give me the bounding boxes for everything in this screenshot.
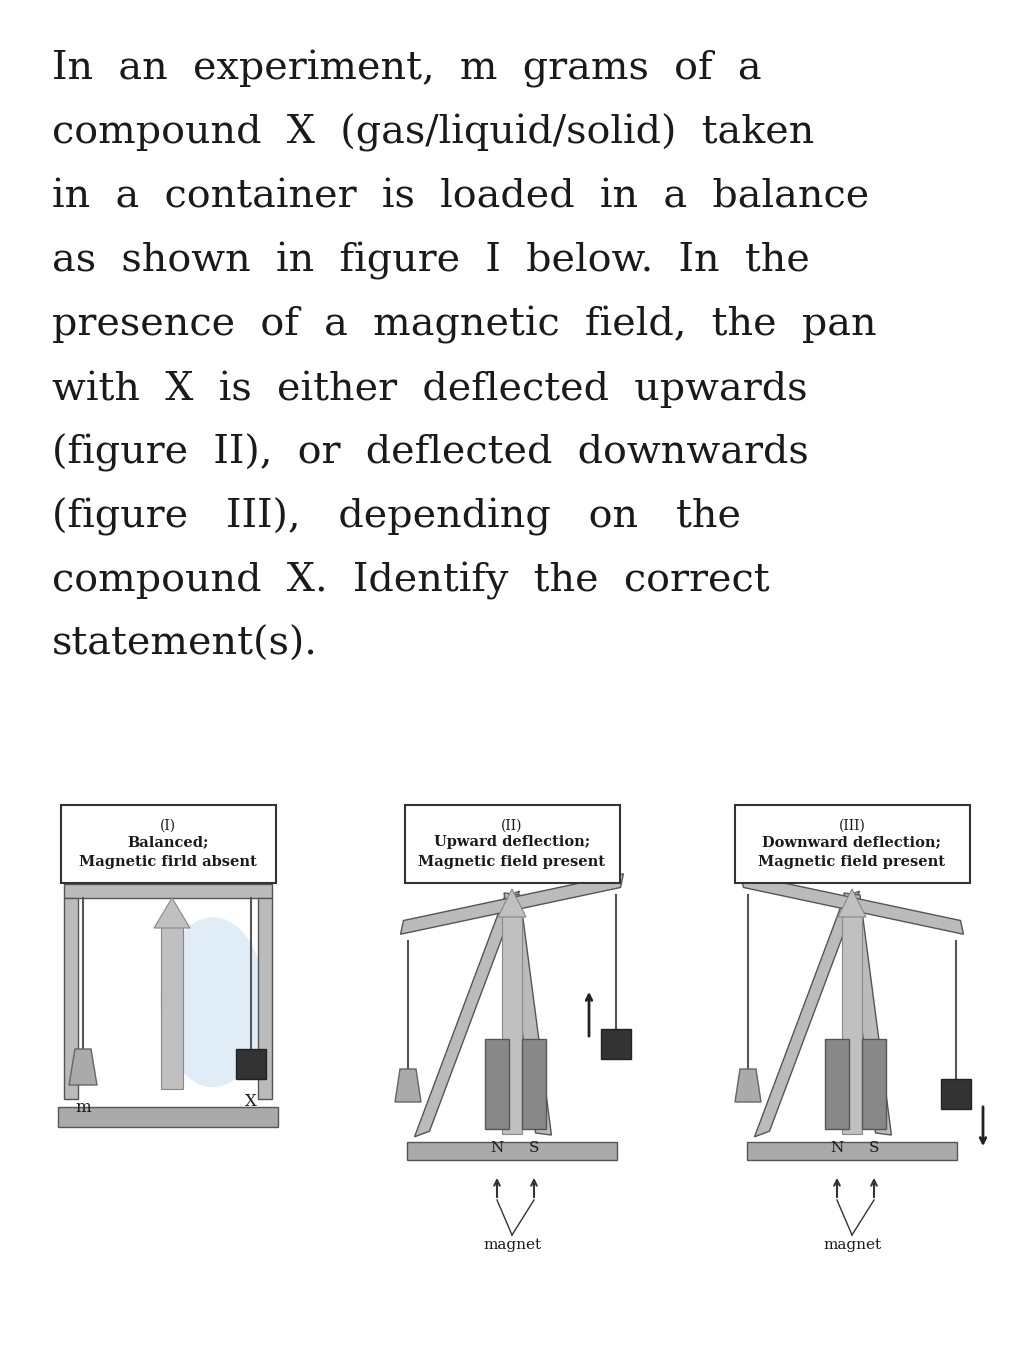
Bar [60, 805, 275, 883]
Text: S: S [868, 1141, 880, 1156]
Text: S: S [528, 1141, 540, 1156]
Text: Magnetic field present: Magnetic field present [419, 856, 605, 869]
Text: In  an  experiment,  m  grams  of  a: In an experiment, m grams of a [52, 50, 762, 88]
Bar [522, 1039, 546, 1128]
Polygon shape [740, 873, 964, 934]
Text: Upward deflection;: Upward deflection; [434, 835, 590, 849]
Text: (II): (II) [502, 819, 522, 832]
Polygon shape [154, 898, 190, 928]
Bar [58, 1107, 278, 1127]
Text: (figure  II),  or  deflected  downwards: (figure II), or deflected downwards [52, 435, 809, 473]
Text: m: m [75, 1099, 91, 1116]
Polygon shape [400, 873, 624, 934]
Bar [485, 1039, 509, 1128]
Polygon shape [735, 1069, 761, 1101]
Text: magnet: magnet [483, 1238, 541, 1252]
Text: Downward deflection;: Downward deflection; [763, 835, 941, 849]
Bar [862, 1039, 886, 1128]
Polygon shape [504, 894, 552, 1135]
Text: compound  X  (gas/liquid/solid)  taken: compound X (gas/liquid/solid) taken [52, 114, 814, 152]
Bar [63, 898, 78, 1099]
Text: Magnetic field present: Magnetic field present [759, 856, 945, 869]
Text: N: N [830, 1141, 844, 1156]
Text: (figure   III),   depending   on   the: (figure III), depending on the [52, 498, 741, 536]
Bar [941, 1080, 971, 1109]
Polygon shape [838, 889, 866, 917]
Bar [404, 805, 620, 883]
Text: Magnetic firld absent: Magnetic firld absent [79, 856, 257, 869]
Text: presence  of  a  magnetic  field,  the  pan: presence of a magnetic field, the pan [52, 306, 877, 344]
Ellipse shape [161, 917, 265, 1088]
Text: as  shown  in  figure  I  below.  In  the: as shown in figure I below. In the [52, 242, 810, 280]
Bar [63, 884, 272, 898]
Bar [258, 898, 272, 1099]
Text: (I): (I) [160, 819, 176, 832]
Polygon shape [498, 889, 526, 917]
Text: X: X [245, 1093, 257, 1109]
Text: in  a  container  is  loaded  in  a  balance: in a container is loaded in a balance [52, 178, 869, 215]
Bar [746, 1142, 957, 1160]
Bar [502, 914, 522, 1134]
Polygon shape [395, 1069, 421, 1101]
Text: (III): (III) [839, 819, 865, 832]
Bar [842, 914, 862, 1134]
Bar [236, 1048, 266, 1080]
Text: statement(s).: statement(s). [52, 626, 317, 663]
Text: with  X  is  either  deflected  upwards: with X is either deflected upwards [52, 369, 808, 407]
Bar [825, 1039, 849, 1128]
Bar [407, 1142, 617, 1160]
Polygon shape [69, 1048, 97, 1085]
Polygon shape [415, 891, 519, 1137]
Bar [601, 1029, 631, 1059]
Text: magnet: magnet [823, 1238, 881, 1252]
Text: N: N [490, 1141, 504, 1156]
Text: compound  X.  Identify  the  correct: compound X. Identify the correct [52, 562, 770, 600]
Text: Balanced;: Balanced; [127, 835, 209, 849]
Bar [734, 805, 970, 883]
Polygon shape [844, 894, 892, 1135]
Bar [161, 923, 183, 1089]
Polygon shape [755, 891, 859, 1137]
